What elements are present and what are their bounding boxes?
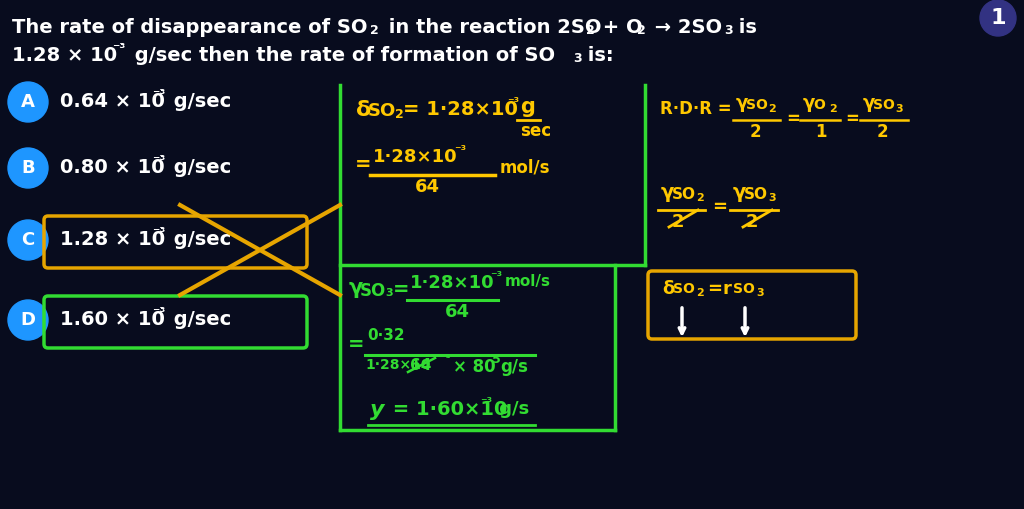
Text: SO: SO: [368, 102, 396, 120]
Text: ⁻³: ⁻³: [152, 306, 165, 320]
Text: g/sec: g/sec: [167, 92, 231, 111]
Text: 1: 1: [815, 123, 826, 141]
Text: 3: 3: [768, 193, 775, 203]
Text: × 80: × 80: [453, 358, 496, 376]
Text: ⁻³: ⁻³: [152, 226, 165, 240]
Text: 2: 2: [746, 213, 759, 231]
Text: ⁻³: ⁻³: [507, 96, 519, 109]
Text: =: =: [355, 155, 372, 174]
Text: 5: 5: [492, 353, 501, 366]
Text: 2: 2: [877, 123, 889, 141]
Text: mol/s: mol/s: [500, 158, 551, 176]
Text: 3: 3: [573, 52, 582, 65]
Circle shape: [8, 300, 48, 340]
Text: 64: 64: [445, 303, 470, 321]
Text: 2: 2: [750, 123, 762, 141]
Text: 0·32: 0·32: [367, 328, 404, 343]
Text: 2: 2: [637, 24, 646, 37]
Circle shape: [8, 148, 48, 188]
Text: ⁻³: ⁻³: [490, 270, 502, 283]
Text: A: A: [22, 93, 35, 111]
Text: g: g: [520, 97, 535, 117]
Text: D: D: [20, 311, 36, 329]
Text: 2: 2: [829, 104, 837, 114]
Text: 0.80 × 10: 0.80 × 10: [60, 158, 165, 177]
Text: SO: SO: [360, 282, 386, 300]
Text: =: =: [712, 198, 727, 216]
Text: 2: 2: [696, 193, 703, 203]
Text: 2: 2: [370, 24, 379, 37]
Text: $\mathbf{\gamma}$: $\mathbf{\gamma}$: [735, 96, 749, 114]
Text: =: =: [393, 280, 416, 299]
Text: 3: 3: [724, 24, 732, 37]
Text: 3: 3: [385, 288, 392, 298]
Text: $\mathbf{\gamma}$: $\mathbf{\gamma}$: [348, 280, 364, 300]
Text: $\mathbf{\gamma}$: $\mathbf{\gamma}$: [862, 96, 876, 114]
Text: =: =: [707, 280, 722, 298]
Text: ⁻³: ⁻³: [440, 354, 451, 364]
Text: 3: 3: [756, 288, 764, 298]
Text: The rate of disappearance of SO: The rate of disappearance of SO: [12, 18, 368, 37]
Text: 1·28×10: 1·28×10: [373, 148, 458, 166]
Text: C: C: [22, 231, 35, 249]
Text: = 1·60×10: = 1·60×10: [386, 400, 507, 419]
Text: 2: 2: [395, 108, 403, 121]
Circle shape: [980, 0, 1016, 36]
Text: 1·28×10: 1·28×10: [365, 358, 430, 372]
Text: 1.28 × 10: 1.28 × 10: [60, 230, 165, 249]
Text: $\mathbf{\gamma}$: $\mathbf{\gamma}$: [802, 96, 816, 114]
Text: =: =: [786, 110, 800, 128]
Text: $\mathbf{\gamma}$: $\mathbf{\gamma}$: [660, 185, 675, 204]
Text: 2: 2: [672, 213, 684, 231]
Text: 2: 2: [768, 104, 776, 114]
Text: SO: SO: [746, 98, 768, 112]
Text: y: y: [370, 400, 384, 420]
Text: 1.28 × 10: 1.28 × 10: [12, 46, 117, 65]
Text: in the reaction 2SO: in the reaction 2SO: [382, 18, 601, 37]
Text: 3: 3: [895, 104, 902, 114]
Text: $\mathbf{\delta}$: $\mathbf{\delta}$: [355, 100, 372, 120]
Text: + O: + O: [596, 18, 643, 37]
Circle shape: [8, 82, 48, 122]
Text: $\mathbf{\delta}$: $\mathbf{\delta}$: [662, 280, 676, 298]
Text: SO: SO: [744, 187, 768, 202]
Text: O: O: [813, 98, 825, 112]
Text: g/sec then the rate of formation of SO: g/sec then the rate of formation of SO: [128, 46, 555, 65]
Text: SO: SO: [733, 282, 755, 296]
Text: 64: 64: [410, 358, 431, 373]
Text: $\mathbf{\gamma}$: $\mathbf{\gamma}$: [732, 185, 746, 204]
Text: R·D·R =: R·D·R =: [660, 100, 731, 118]
Text: SO: SO: [673, 282, 695, 296]
Text: 1: 1: [990, 8, 1006, 28]
Text: ⁻³: ⁻³: [112, 42, 125, 56]
Text: = 1·28×10: = 1·28×10: [403, 100, 518, 119]
Text: SO: SO: [672, 187, 696, 202]
Text: g/sec: g/sec: [167, 230, 231, 249]
Text: 2: 2: [586, 24, 595, 37]
Text: 0.64 × 10: 0.64 × 10: [60, 92, 165, 111]
Text: is: is: [732, 18, 757, 37]
Text: =: =: [845, 110, 859, 128]
Text: ⁻³: ⁻³: [480, 396, 493, 409]
Text: mol/s: mol/s: [505, 274, 551, 289]
Text: g/s: g/s: [500, 358, 528, 376]
Text: ⁻³: ⁻³: [454, 144, 466, 157]
Text: 64: 64: [415, 178, 440, 196]
Text: is:: is:: [581, 46, 613, 65]
Text: 2: 2: [696, 288, 703, 298]
Text: 1·28×10: 1·28×10: [410, 274, 495, 292]
Text: g/s: g/s: [493, 400, 529, 418]
Text: → 2SO: → 2SO: [648, 18, 722, 37]
Text: 1.60 × 10: 1.60 × 10: [60, 310, 165, 329]
Text: g/sec: g/sec: [167, 310, 231, 329]
Text: =: =: [348, 335, 365, 354]
Text: ⁻³: ⁻³: [152, 154, 165, 168]
Text: ⁻³: ⁻³: [152, 88, 165, 102]
Text: SO: SO: [873, 98, 895, 112]
Text: $\mathbf{r}$: $\mathbf{r}$: [722, 280, 733, 298]
Text: sec: sec: [520, 122, 551, 140]
Circle shape: [8, 220, 48, 260]
Text: g/sec: g/sec: [167, 158, 231, 177]
Text: B: B: [22, 159, 35, 177]
